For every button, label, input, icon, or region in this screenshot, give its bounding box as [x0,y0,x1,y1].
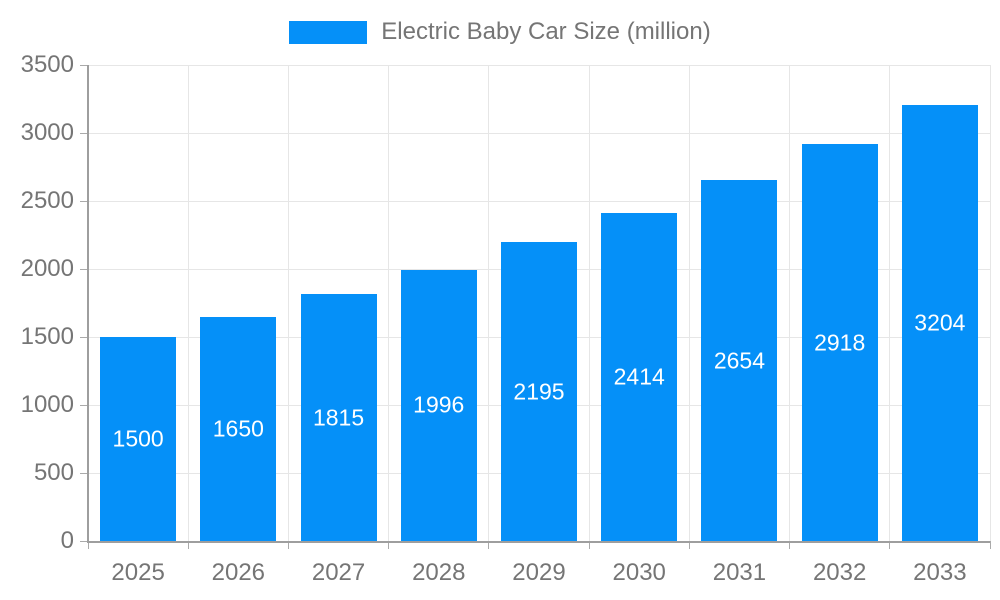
gridline-vertical [989,65,991,541]
x-axis-tick [388,541,390,549]
x-tick-label: 2033 [913,559,967,586]
y-tick-label: 2500 [20,187,74,214]
y-tick-label: 3000 [20,119,74,146]
x-tick-label: 2027 [311,559,366,586]
bar-value-label: 1996 [413,391,465,418]
y-tick-label: 500 [33,459,74,486]
y-axis-tick [80,472,88,474]
bar[interactable] [200,316,277,541]
y-tick-label: 1500 [20,323,74,350]
gridline-vertical [287,65,289,541]
x-axis-tick [688,541,690,549]
x-axis-tick [87,541,89,549]
x-axis-line [88,541,990,543]
y-tick-label: 1000 [20,391,74,418]
x-axis-tick [287,541,289,549]
bar[interactable] [400,269,477,541]
x-axis-tick [588,541,590,549]
x-tick-label: 2025 [111,559,165,586]
gridline-vertical [488,65,490,541]
y-axis-tick [80,132,88,134]
gridline-vertical [889,65,891,541]
y-tick-label: 3500 [20,51,74,78]
bar-value-label: 3204 [914,309,966,336]
y-axis-tick [80,336,88,338]
bar[interactable] [501,242,577,541]
y-axis-tick [80,404,88,406]
bar[interactable] [300,294,377,541]
bar[interactable] [801,144,878,541]
y-tick-label: 2000 [20,255,74,282]
x-axis-tick [789,541,791,549]
x-axis-tick [889,541,891,549]
gridline-vertical [688,65,690,541]
y-axis-line [87,65,89,543]
bar[interactable] [701,180,778,541]
y-axis-tick [80,540,88,542]
y-axis-tick [80,200,88,202]
legend-label: Electric Baby Car Size (million) [381,18,711,45]
bar-value-label: 1815 [312,404,365,431]
x-axis-tick [989,541,991,549]
bar-value-label: 2918 [814,329,866,356]
bar[interactable] [601,212,678,541]
x-tick-label: 2031 [712,559,767,586]
x-axis-tick [488,541,490,549]
bar-value-label: 2414 [613,363,665,390]
gridline-vertical [187,65,189,541]
y-tick-label: 0 [60,527,74,554]
bar-value-label: 1650 [212,415,264,442]
gridline-vertical [388,65,390,541]
legend-item[interactable]: Electric Baby Car Size (million) [0,18,1000,46]
x-tick-label: 2030 [612,559,666,586]
x-tick-label: 2028 [412,559,466,586]
gridline-vertical [789,65,791,541]
x-axis-tick [187,541,189,549]
x-tick-label: 2032 [812,559,867,586]
x-tick-label: 2029 [512,559,566,586]
y-axis-tick [80,268,88,270]
bar-value-label: 2654 [713,347,766,374]
legend-swatch-icon [289,20,368,44]
bar-value-label: 1500 [112,425,164,452]
gridline-horizontal [88,200,990,202]
gridline-vertical [588,65,590,541]
x-tick-label: 2026 [211,559,266,586]
bar[interactable] [100,337,177,541]
gridline-horizontal [88,64,990,66]
bar[interactable] [901,105,978,541]
gridline-horizontal [88,132,990,134]
y-axis-tick [80,64,88,66]
bar-value-label: 2195 [513,378,565,405]
